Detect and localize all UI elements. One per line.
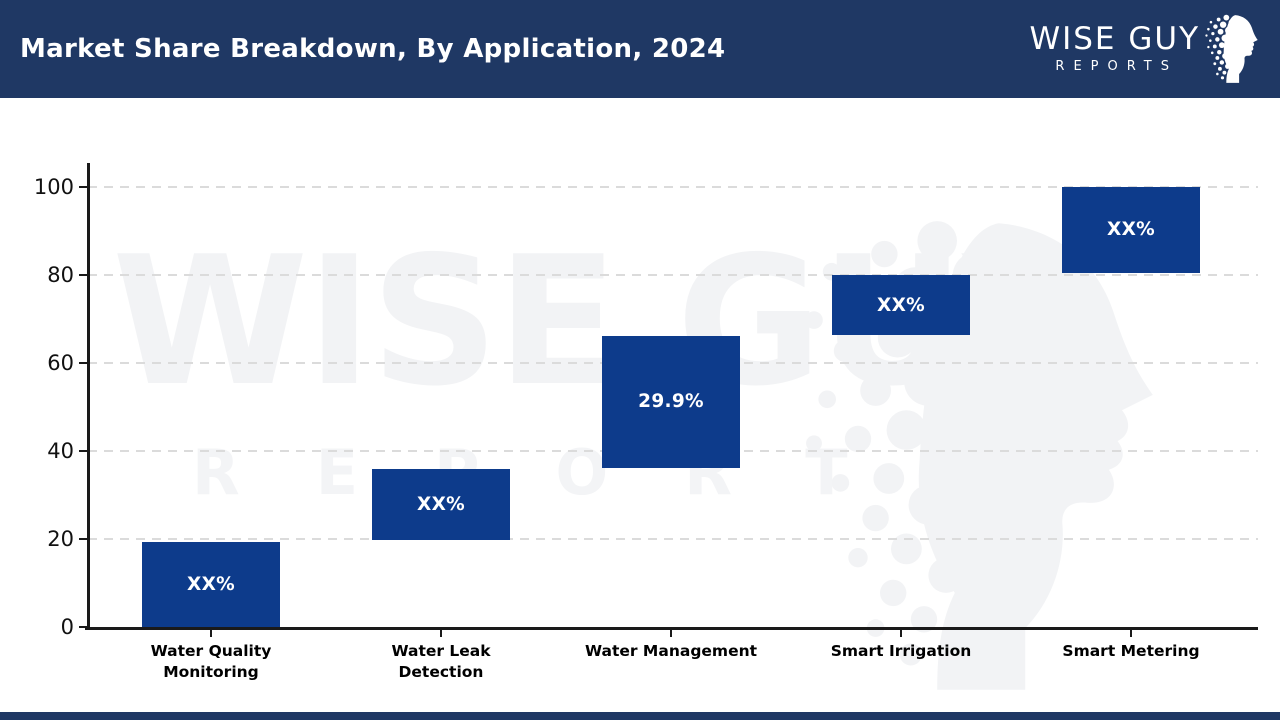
brand-logo: WISE GUY REPORTS [1029,5,1280,93]
bar-value-label: 29.9% [638,391,704,413]
bar-value-label: XX% [1107,219,1155,241]
footer-bar [0,712,1280,720]
x-tick-mark [1130,630,1132,637]
x-tick-label: Smart Metering [1062,642,1200,660]
y-tick-mark [79,274,88,276]
brand-wordmark-main: WISE GUY [1029,21,1200,57]
gridline-100 [88,186,1258,188]
y-tick-label: 80 [47,263,74,287]
watermark-subline: REPORTS [192,436,1045,509]
y-tick-mark [79,362,88,364]
x-tick-mark [670,630,672,637]
brand-wordmark: WISE GUY REPORTS [1029,21,1200,75]
x-tick-label: Water Quality Monitoring [150,642,272,681]
bar-3: 29.9% [602,336,740,468]
x-tick-label: Smart Irrigation [830,642,972,660]
y-tick-label: 60 [47,351,74,375]
bar-value-label: XX% [187,574,235,596]
bar-value-label: XX% [417,493,465,515]
gridline-20 [88,538,1258,540]
page-title: Market Share Breakdown, By Application, … [20,34,726,64]
x-tick-label: Water Leak Detection [391,642,491,681]
bar-1: XX% [142,542,280,627]
x-tick-mark [900,630,902,637]
x-axis-line [85,627,1258,630]
y-tick-label: 100 [33,175,74,199]
bar-value-label: XX% [877,294,925,316]
bar-5: XX% [1062,187,1200,273]
app-header: Market Share Breakdown, By Application, … [0,0,1280,98]
y-tick-mark [79,538,88,540]
y-tick-mark [79,626,88,628]
x-tick-label: Water Management [584,642,758,660]
gridline-80 [88,274,1258,276]
bar-4: XX% [832,275,970,336]
y-tick-label: 20 [47,527,74,551]
y-tick-label: 0 [60,615,74,639]
x-tick-mark [210,630,212,637]
y-axis-line [87,163,90,627]
y-tick-mark [79,450,88,452]
x-tick-mark [440,630,442,637]
y-tick-mark [79,186,88,188]
chart-area: WISE GUY REPORTS 0 20 40 60 80 100 XX% XX% 29.9%… [0,98,1280,712]
bar-2: XX% [372,469,510,540]
y-tick-label: 40 [47,439,74,463]
brand-head-icon [1202,5,1266,93]
brand-wordmark-sub: REPORTS [1055,59,1179,74]
